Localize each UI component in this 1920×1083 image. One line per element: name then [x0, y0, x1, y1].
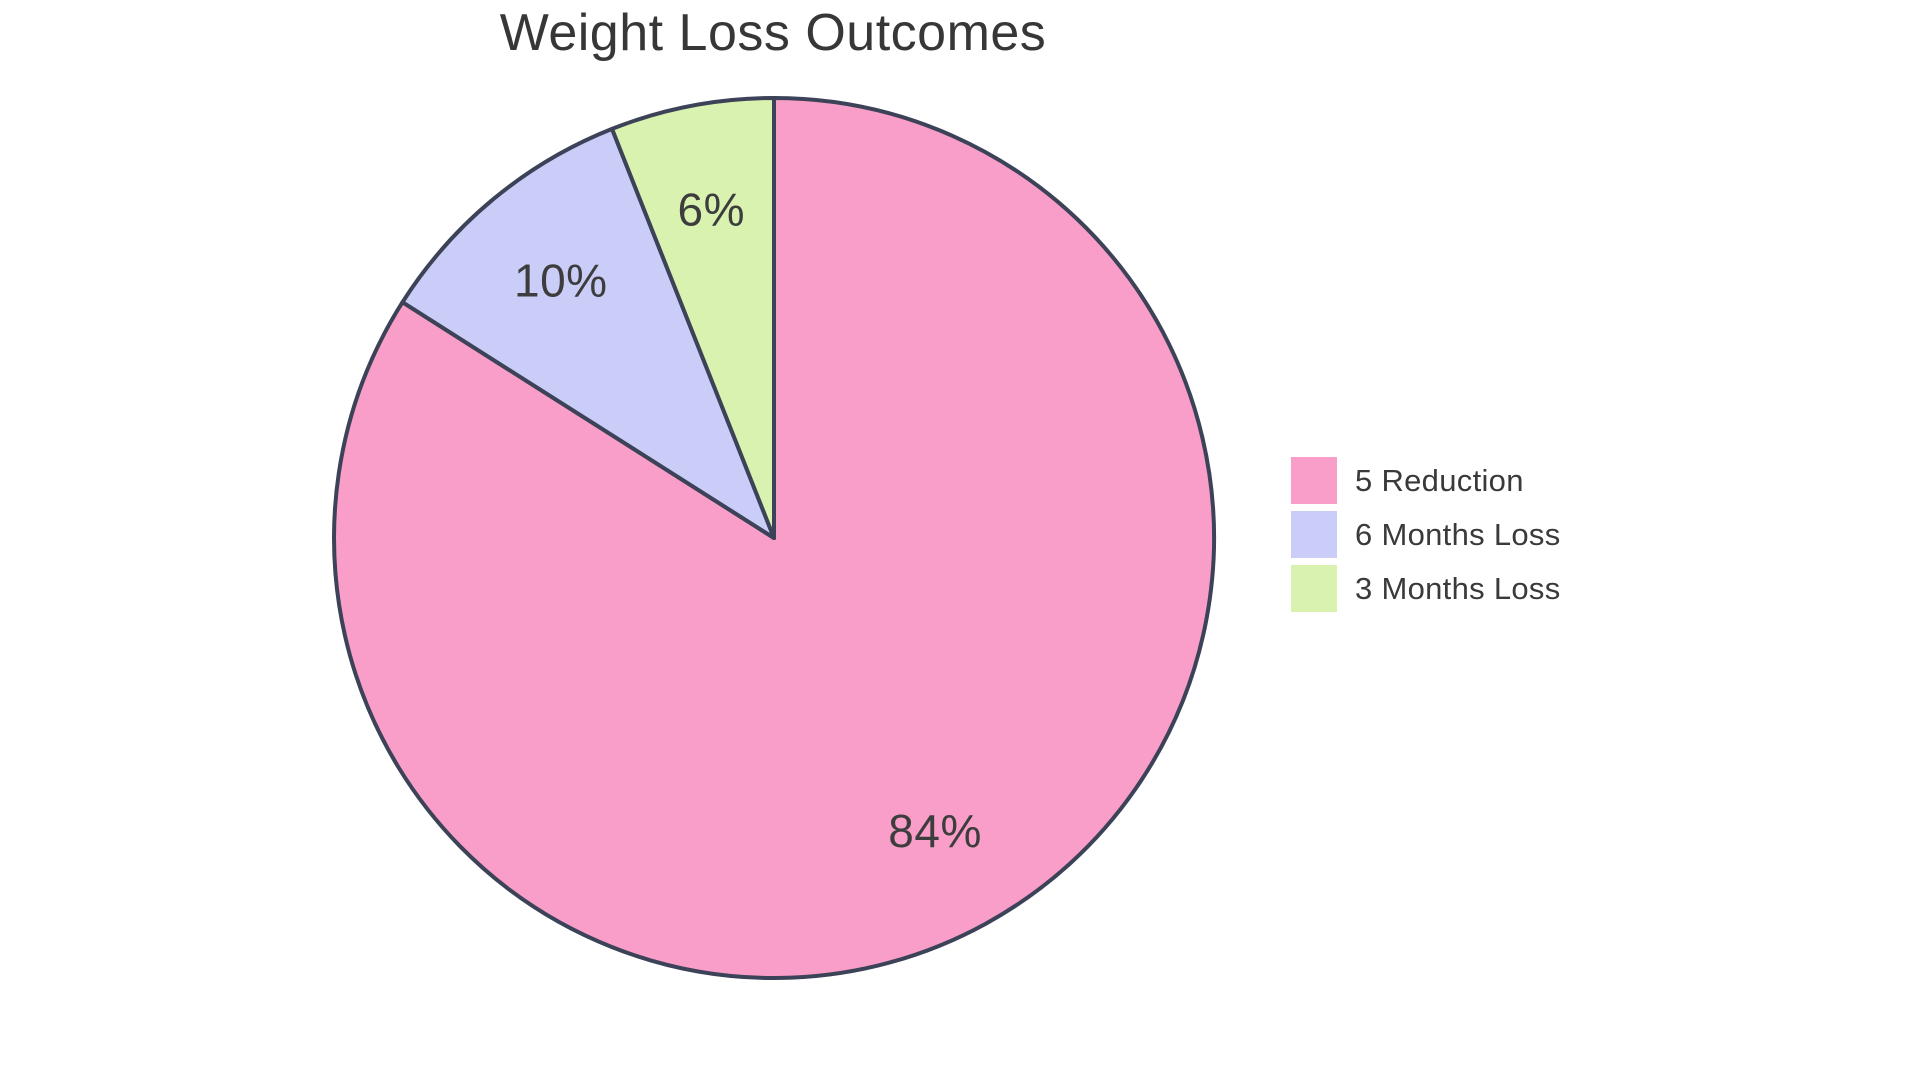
pie-chart: 84% 10% 6% [332, 96, 1216, 980]
legend-label: 6 Months Loss [1355, 516, 1561, 552]
legend-label: 5 Reduction [1355, 462, 1524, 498]
pie-slice-pct-label: 6% [678, 184, 745, 236]
legend-item-2: 6 Months Loss [1291, 511, 1561, 558]
pie-slice-pct-label: 84% [888, 805, 982, 857]
legend-item-1: 5 Reduction [1291, 457, 1561, 504]
legend-swatch-icon [1291, 457, 1337, 504]
legend: 5 Reduction 6 Months Loss 3 Months Loss [1291, 457, 1561, 612]
chart-title: Weight Loss Outcomes [499, 4, 1047, 62]
pie-slice-2 [400, 126, 776, 540]
pie-slice-3 [610, 96, 776, 540]
pie-slice-pct-label: 10% [514, 254, 608, 306]
legend-label: 3 Months Loss [1355, 570, 1561, 606]
legend-swatch-icon [1291, 565, 1337, 612]
legend-item-3: 3 Months Loss [1291, 565, 1561, 612]
legend-swatch-icon [1291, 511, 1337, 558]
